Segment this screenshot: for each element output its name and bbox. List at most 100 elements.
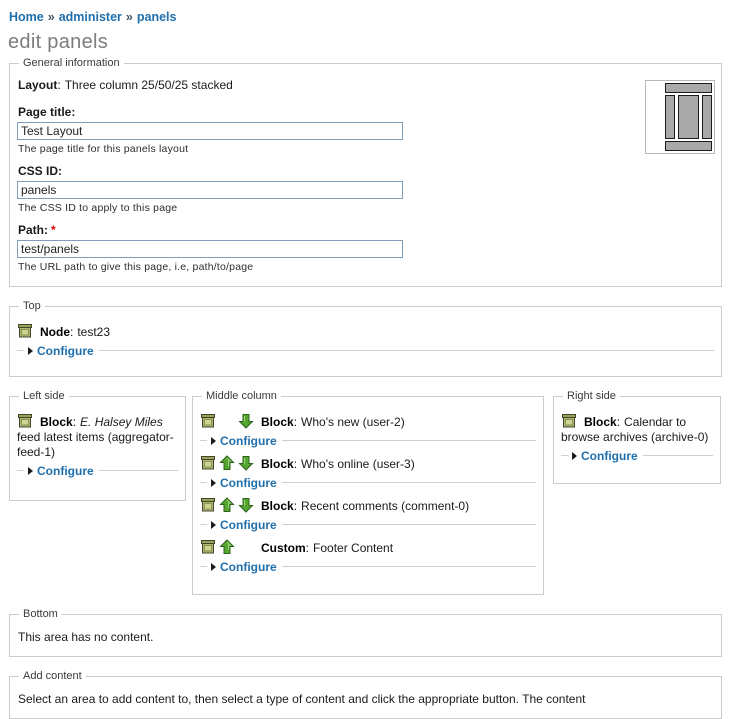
configure-collapsed-fieldset: Configure xyxy=(561,448,713,463)
panel-item-node: Node: test23 xyxy=(17,323,714,340)
item-title-em: E. Halsey Miles xyxy=(80,415,163,429)
item-type-label: Block xyxy=(584,415,617,429)
right-side-fieldset: Right side Block: Calendar to browse arch… xyxy=(553,390,721,484)
item-type-label: Block xyxy=(261,499,294,513)
layout-thumb-top-bar xyxy=(665,83,712,93)
css-id-field: CSS ID: The CSS ID to apply to this page xyxy=(17,164,714,214)
item-title: Who's online (user-3) xyxy=(301,457,415,471)
breadcrumb-separator: » xyxy=(47,10,55,24)
right-triangle-collapsed-icon xyxy=(211,562,216,571)
bottom-panel-fieldset: Bottom This area has no content. xyxy=(9,608,722,657)
configure-link[interactable]: Configure xyxy=(37,463,94,478)
item-type-label: Node xyxy=(40,325,70,339)
top-panel-fieldset: Top Node: test23 Configure xyxy=(9,300,722,377)
page-title-description: The page title for this panels layout xyxy=(18,143,189,155)
configure-collapsed-fieldset: Configure xyxy=(17,343,714,358)
item-title: Who's new (user-2) xyxy=(301,415,405,429)
trash-icon[interactable] xyxy=(200,497,216,513)
configure-collapsed-fieldset: Configure xyxy=(200,517,536,532)
trash-icon[interactable] xyxy=(17,413,33,429)
item-title: Footer Content xyxy=(313,541,394,555)
green-up-arrow-icon[interactable] xyxy=(219,455,235,471)
add-content-fieldset: Add content Select an area to add conten… xyxy=(9,670,722,719)
panel-item-block: Block: E. Halsey Miles feed latest items … xyxy=(17,413,174,459)
right-triangle-collapsed-icon xyxy=(211,478,216,487)
panel-columns-row: Left side Block: E. Halsey Miles feed lat… xyxy=(9,390,722,595)
css-id-label: CSS ID: xyxy=(18,164,63,178)
right-triangle-collapsed-icon xyxy=(28,346,33,355)
arrow-slot-spacer xyxy=(219,413,235,429)
right-triangle-collapsed-icon xyxy=(211,520,216,529)
configure-collapsed-fieldset: Configure xyxy=(17,463,178,478)
layout-label: Layout xyxy=(18,78,58,92)
page-title-field: Page title: The page title for this pane… xyxy=(17,105,714,155)
item-type-label: Block xyxy=(40,415,73,429)
item-type-label: Block xyxy=(261,457,294,471)
layout-value: Three column 25/50/25 stacked xyxy=(64,78,233,92)
arrow-slot-spacer xyxy=(238,539,254,555)
trash-icon[interactable] xyxy=(200,455,216,471)
middle-column-legend: Middle column xyxy=(206,390,277,402)
right-triangle-collapsed-icon xyxy=(572,451,577,460)
configure-collapsed-fieldset: Configure xyxy=(200,475,536,490)
trash-icon[interactable] xyxy=(200,413,216,429)
item-title: test23 xyxy=(77,325,111,339)
top-panel-legend: Top xyxy=(23,300,41,312)
general-information-fieldset: General information Layout: Three column … xyxy=(9,57,722,287)
panel-item-block: Block: Calendar to browse archives (archi… xyxy=(561,413,709,444)
right-triangle-collapsed-icon xyxy=(211,436,216,445)
green-up-arrow-icon[interactable] xyxy=(219,539,235,555)
right-triangle-collapsed-icon xyxy=(28,466,33,475)
breadcrumb: Home» administer» panels xyxy=(9,10,731,24)
item-title: Recent comments (comment-0) xyxy=(301,499,470,513)
left-side-legend: Left side xyxy=(23,390,65,402)
trash-icon[interactable] xyxy=(17,323,33,339)
green-up-arrow-icon[interactable] xyxy=(219,497,235,513)
trash-icon[interactable] xyxy=(200,539,216,555)
required-marker: * xyxy=(51,223,56,237)
page-title-input[interactable] xyxy=(17,122,403,140)
item-title: feed latest items (aggregator-feed-1) xyxy=(17,430,174,459)
configure-collapsed-fieldset: Configure xyxy=(200,559,536,574)
breadcrumb-home-link[interactable]: Home xyxy=(9,10,44,24)
empty-area-text: This area has no content. xyxy=(18,630,154,644)
path-description: The URL path to give this page, i.e, pat… xyxy=(18,261,254,273)
page-title-label: Page title: xyxy=(18,105,76,119)
configure-link[interactable]: Configure xyxy=(37,343,94,358)
configure-link[interactable]: Configure xyxy=(581,448,638,463)
layout-thumbnail-image xyxy=(645,80,715,154)
panel-item-block: Block: Who's new (user-2) xyxy=(200,413,536,430)
breadcrumb-administer-link[interactable]: administer xyxy=(58,10,122,24)
configure-link[interactable]: Configure xyxy=(220,517,277,532)
layout-summary: Layout: Three column 25/50/25 stacked xyxy=(18,78,233,92)
configure-link[interactable]: Configure xyxy=(220,559,277,574)
page-title: edit panels xyxy=(8,31,109,53)
item-type-label: Block xyxy=(261,415,294,429)
panel-item-custom: Custom: Footer Content xyxy=(200,539,536,556)
css-id-description: The CSS ID to apply to this page xyxy=(18,202,178,214)
css-id-input[interactable] xyxy=(17,181,403,199)
configure-link[interactable]: Configure xyxy=(220,433,277,448)
add-content-instructions: Select an area to add content to, then s… xyxy=(18,692,586,706)
panel-item-block: Block: Who's online (user-3) xyxy=(200,455,536,472)
layout-thumb-right-column xyxy=(702,95,712,139)
left-side-fieldset: Left side Block: E. Halsey Miles feed lat… xyxy=(9,390,186,501)
middle-column-fieldset: Middle column Block: Who's new (user-2) C… xyxy=(192,390,544,595)
general-information-legend: General information xyxy=(23,57,120,69)
path-label: Path: * xyxy=(18,223,56,237)
breadcrumb-separator: » xyxy=(125,10,133,24)
green-down-arrow-icon[interactable] xyxy=(238,413,254,429)
breadcrumb-panels-link[interactable]: panels xyxy=(136,10,177,24)
path-input[interactable] xyxy=(17,240,403,258)
item-type-label: Custom xyxy=(261,541,306,555)
configure-collapsed-fieldset: Configure xyxy=(200,433,536,448)
right-side-legend: Right side xyxy=(567,390,616,402)
path-field: Path:* The URL path to give this page, i… xyxy=(17,223,714,273)
layout-thumb-left-column xyxy=(665,95,675,139)
green-down-arrow-icon[interactable] xyxy=(238,455,254,471)
layout-thumb-bottom-bar xyxy=(665,141,712,151)
bottom-panel-legend: Bottom xyxy=(23,608,58,620)
trash-icon[interactable] xyxy=(561,413,577,429)
green-down-arrow-icon[interactable] xyxy=(238,497,254,513)
configure-link[interactable]: Configure xyxy=(220,475,277,490)
